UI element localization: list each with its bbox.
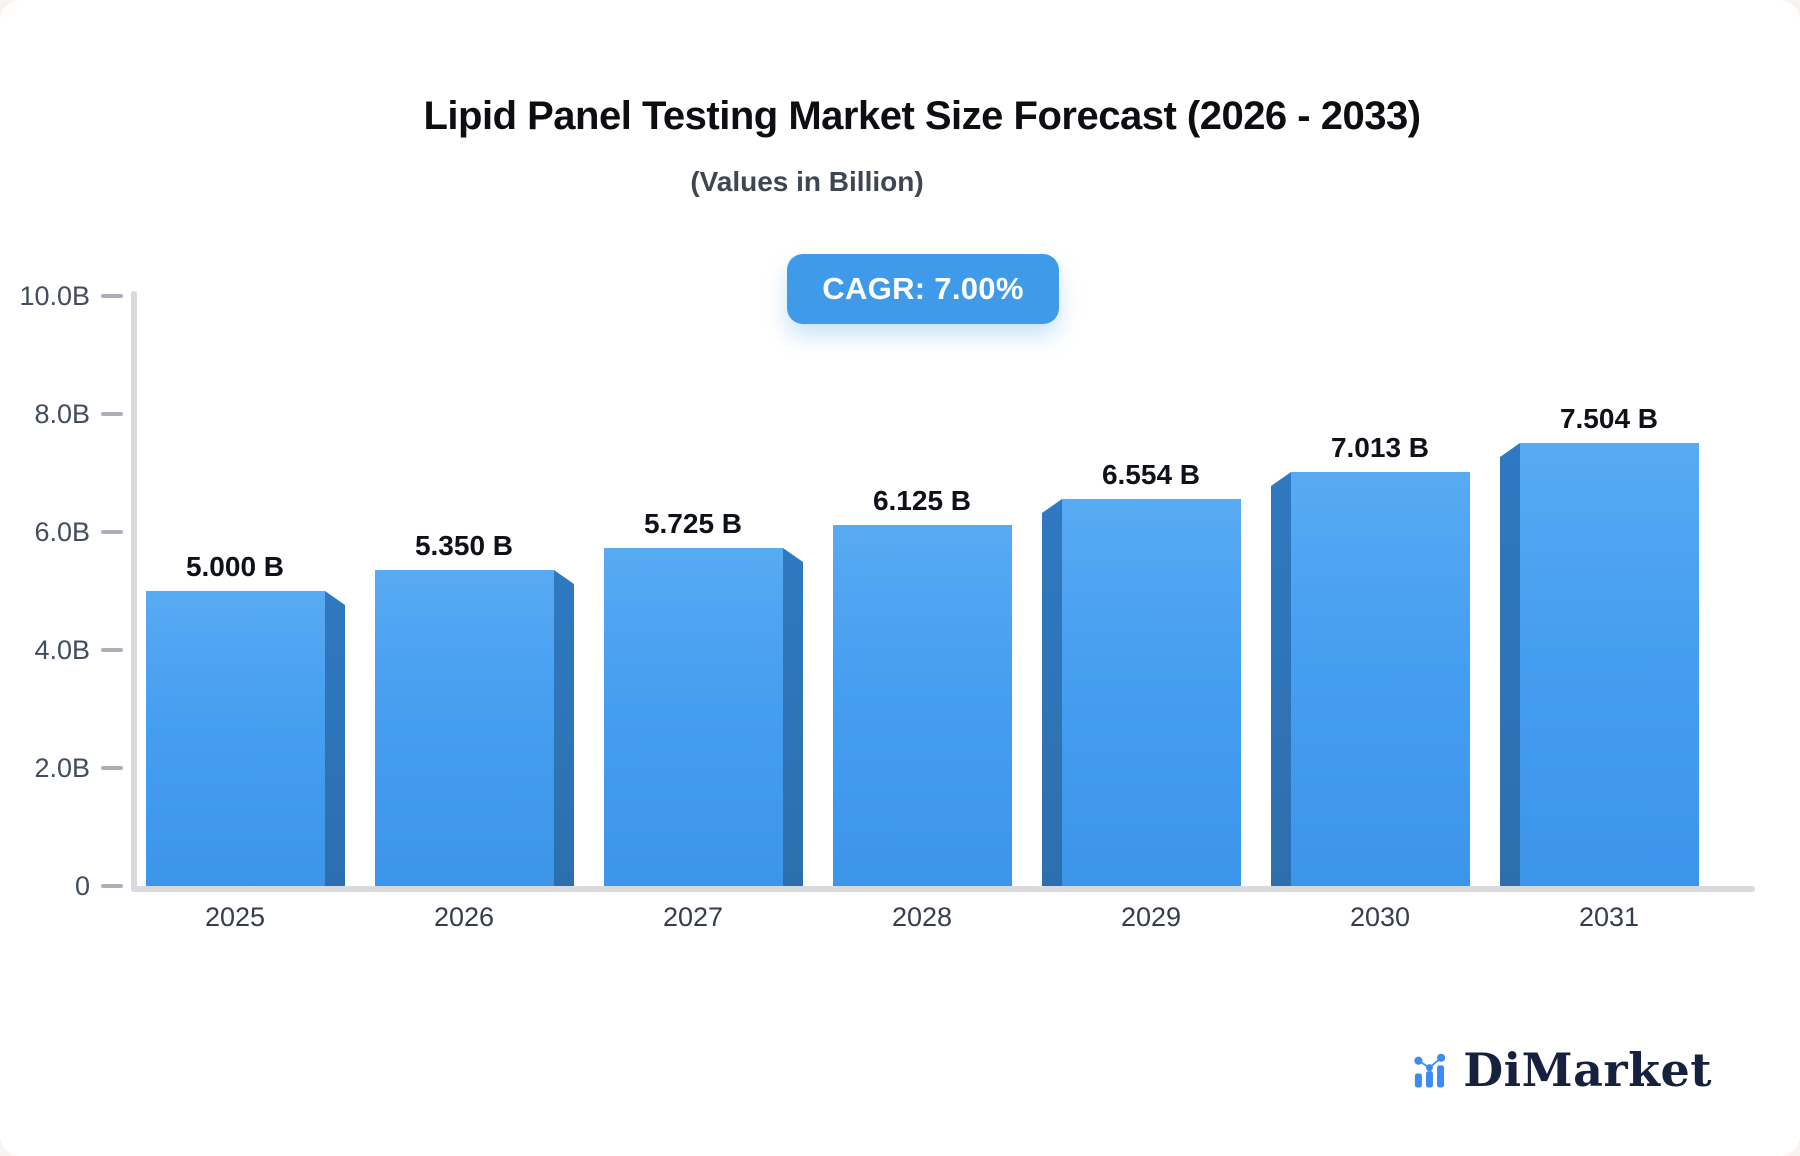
bar-side-face <box>554 570 574 886</box>
y-axis-tick-dash <box>101 294 123 298</box>
bar-face <box>146 591 325 886</box>
y-axis-tick-dash <box>101 530 123 534</box>
chart-subtitle: (Values in Billion) <box>690 166 924 197</box>
bar-value-label: 5.000 B <box>185 551 285 582</box>
x-axis-label: 2028 <box>891 902 953 932</box>
bar-value-label: 5.725 B <box>643 508 743 539</box>
y-axis-line <box>131 291 137 891</box>
y-axis-tick-dash <box>101 648 123 652</box>
bar-value-label: 7.013 B <box>1330 432 1430 463</box>
y-axis-tick-dash <box>101 412 123 416</box>
bar-value-label: 7.504 B <box>1559 403 1659 434</box>
y-axis-tick-label: 0 <box>74 871 90 901</box>
bar-side-face <box>325 591 345 886</box>
x-axis-label: 2031 <box>1578 902 1640 932</box>
cagr-badge-label: CAGR: 7.00% <box>822 271 1024 306</box>
chart-title: Lipid Panel Testing Market Size Forecast… <box>423 94 1421 138</box>
bar-face <box>1291 472 1470 886</box>
x-axis-baseline <box>131 886 1755 892</box>
bar-side-face <box>1271 472 1291 886</box>
bar-chart-logo-icon <box>1414 1053 1446 1088</box>
y-axis-tick-dash <box>101 884 123 888</box>
x-axis-label: 2027 <box>662 902 724 932</box>
y-axis-tick-label: 4.0B <box>34 635 90 665</box>
bar-value-label: 6.125 B <box>872 485 972 516</box>
x-axis-label: 2029 <box>1120 902 1182 932</box>
bar-face <box>1062 499 1241 886</box>
y-axis-tick-label: 10.0B <box>19 281 90 311</box>
x-axis-label: 2030 <box>1349 902 1411 932</box>
cagr-badge: CAGR: 7.00% <box>787 254 1059 324</box>
bar-side-face <box>1042 499 1062 886</box>
bar-face <box>375 570 554 886</box>
y-axis-tick-label: 6.0B <box>34 517 90 547</box>
brand-logo: DiMarket <box>1412 1032 1712 1108</box>
bar-face <box>604 548 783 886</box>
y-axis-tick-label: 8.0B <box>34 399 90 429</box>
bar-value-label: 5.350 B <box>414 530 514 561</box>
x-axis-label: 2026 <box>433 902 495 932</box>
bar-face <box>833 525 1012 886</box>
y-axis-tick-dash <box>101 766 123 770</box>
bar-side-face <box>783 548 803 886</box>
bar-value-label: 6.554 B <box>1101 459 1201 490</box>
brand-name: DiMarket <box>1463 1043 1712 1097</box>
x-axis-label: 2025 <box>204 902 266 932</box>
y-axis-tick-label: 2.0B <box>34 753 90 783</box>
bar-side-face <box>1500 443 1520 886</box>
bar-face <box>1520 443 1699 886</box>
